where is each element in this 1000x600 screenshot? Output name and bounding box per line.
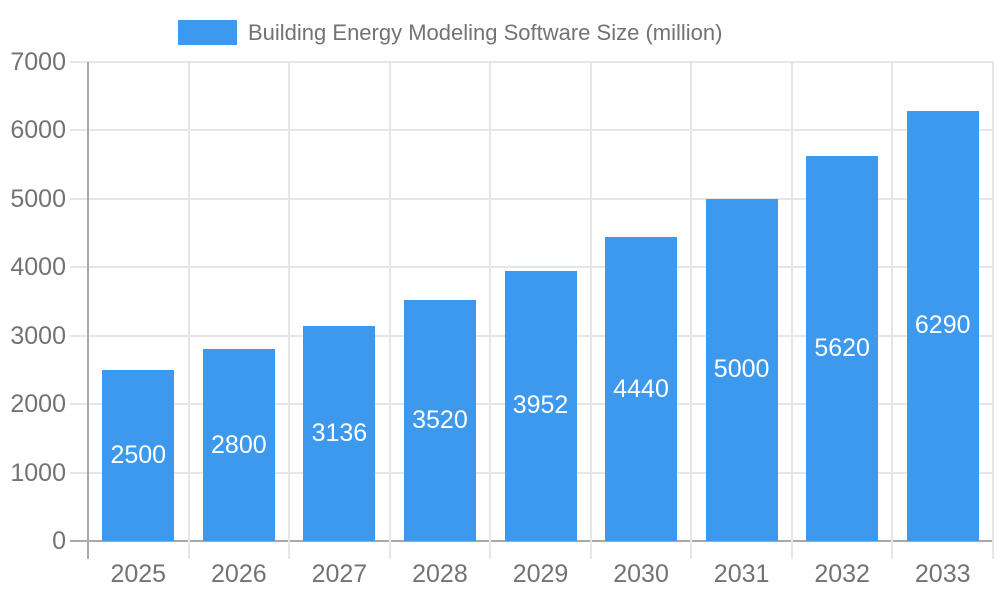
- x-gridline: [790, 62, 793, 559]
- bar-2029[interactable]: 3952: [504, 270, 577, 541]
- y-axis-tick-label: 2000: [10, 390, 66, 419]
- bar-2027[interactable]: 3136: [303, 326, 376, 541]
- bar-value-label: 2800: [211, 430, 267, 459]
- y-axis-tick-label: 3000: [10, 321, 66, 350]
- x-axis-tick-label: 2027: [311, 560, 368, 588]
- bar-2032[interactable]: 5620: [806, 156, 879, 541]
- x-gridline: [690, 62, 693, 559]
- y-gridline: [70, 197, 993, 200]
- x-axis-tick-label: 2031: [713, 560, 770, 588]
- y-axis-tick-label: 0: [52, 527, 66, 555]
- bar-value-label: 3952: [512, 391, 569, 420]
- x-gridline: [288, 62, 291, 559]
- bar-2025[interactable]: 2500: [102, 369, 175, 541]
- x-axis-tick-label: 2026: [211, 560, 267, 588]
- x-axis-tick-label: 2033: [914, 560, 971, 588]
- x-axis-tick-label: 2029: [512, 560, 569, 588]
- x-gridline: [388, 62, 391, 559]
- bar-value-label: 6290: [914, 311, 971, 340]
- x-axis-tick-label: 2025: [110, 560, 167, 588]
- bar-value-label: 5620: [814, 334, 870, 363]
- bar-value-label: 4440: [613, 374, 669, 403]
- x-axis-line: [70, 540, 993, 542]
- legend-label: Building Energy Modeling Software Size (…: [248, 20, 723, 45]
- x-axis-tick-label: 2030: [613, 560, 669, 588]
- x-axis-tick-label: 2032: [814, 560, 870, 588]
- x-gridline: [891, 62, 894, 559]
- bar-value-label: 3136: [311, 419, 368, 448]
- legend-color-swatch-icon: [178, 20, 237, 45]
- bar-2031[interactable]: 5000: [705, 198, 778, 541]
- y-axis-line: [87, 62, 89, 559]
- y-gridline: [70, 61, 993, 63]
- bar-value-label: 3520: [412, 406, 468, 435]
- x-gridline: [992, 62, 994, 559]
- y-gridline: [70, 129, 993, 132]
- bar-2033[interactable]: 6290: [906, 110, 979, 541]
- legend-item[interactable]: Building Energy Modeling Software Size (…: [178, 20, 722, 45]
- y-axis-tick-label: 5000: [10, 184, 66, 213]
- y-axis-tick-label: 1000: [10, 458, 66, 487]
- bar-2028[interactable]: 3520: [403, 300, 476, 541]
- y-axis-tick-label: 4000: [10, 253, 66, 282]
- bar-value-label: 2500: [110, 440, 167, 469]
- bar-value-label: 5000: [713, 355, 770, 384]
- x-axis-tick-label: 2028: [412, 560, 468, 588]
- y-gridline: [70, 266, 993, 269]
- y-axis-tick-label: 6000: [10, 116, 66, 145]
- x-gridline: [589, 62, 592, 559]
- bar-2030[interactable]: 4440: [605, 237, 678, 541]
- bar-2026[interactable]: 2800: [202, 349, 275, 541]
- x-gridline: [489, 62, 492, 559]
- y-axis-tick-label: 7000: [10, 48, 66, 76]
- x-gridline: [187, 62, 190, 559]
